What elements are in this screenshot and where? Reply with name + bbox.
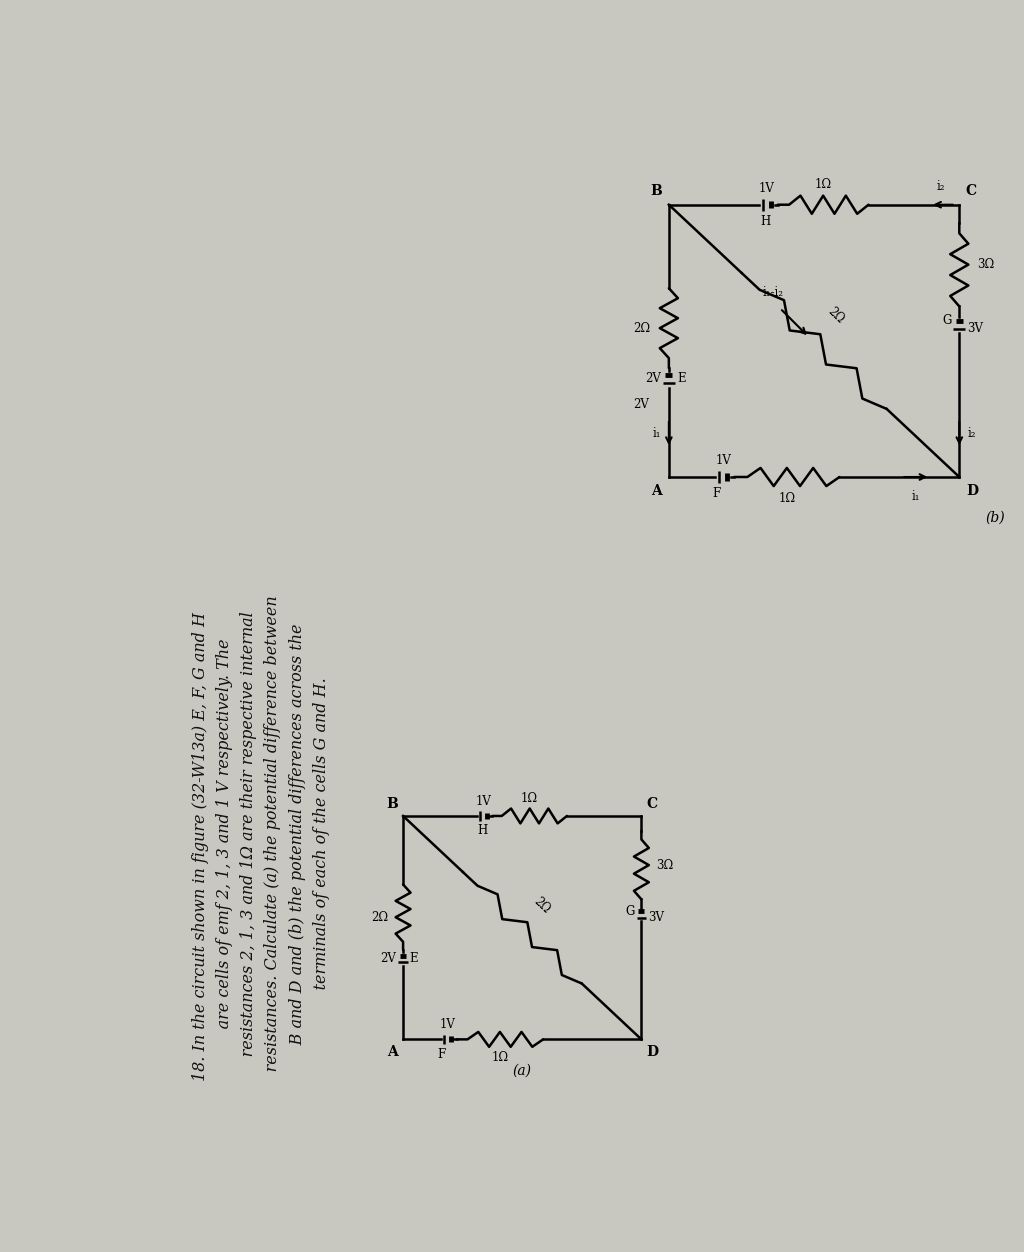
Text: H: H	[477, 824, 487, 838]
Text: 3V: 3V	[968, 322, 983, 334]
Text: 1V: 1V	[716, 453, 731, 467]
Text: 18. In the circuit shown in figure (32-W13a) E, F, G and H
     are cells of emf: 18. In the circuit shown in figure (32-W…	[193, 596, 330, 1097]
Text: B: B	[650, 184, 663, 198]
Text: 2Ω: 2Ω	[371, 910, 388, 924]
Text: 2V: 2V	[645, 373, 660, 386]
Text: 1V: 1V	[759, 182, 775, 194]
Text: E: E	[677, 373, 685, 386]
Text: A: A	[387, 1044, 397, 1059]
Text: G: G	[626, 905, 635, 918]
Text: 1V: 1V	[440, 1018, 456, 1032]
Text: E: E	[410, 953, 418, 965]
Text: i₁: i₁	[652, 427, 660, 439]
Text: (b): (b)	[986, 511, 1006, 525]
Text: 2Ω: 2Ω	[531, 894, 553, 915]
Text: G: G	[942, 314, 951, 327]
Text: i₂: i₂	[968, 427, 976, 439]
Text: C: C	[647, 796, 657, 810]
Text: 2V: 2V	[633, 398, 649, 411]
Text: D: D	[647, 1044, 658, 1059]
Text: F: F	[437, 1048, 445, 1060]
Text: 2Ω: 2Ω	[825, 305, 846, 327]
Text: 2Ω: 2Ω	[634, 322, 650, 334]
Text: 1V: 1V	[475, 795, 492, 808]
Text: 1Ω: 1Ω	[815, 178, 831, 190]
Text: i₁-i₂: i₁-i₂	[762, 287, 783, 299]
Text: C: C	[966, 184, 977, 198]
Text: (a): (a)	[513, 1064, 531, 1078]
Text: 1Ω: 1Ω	[492, 1052, 509, 1064]
Text: 3V: 3V	[648, 910, 664, 924]
Text: 1Ω: 1Ω	[521, 791, 539, 805]
Text: 3Ω: 3Ω	[978, 258, 994, 272]
Text: D: D	[966, 483, 978, 497]
Text: 2V: 2V	[381, 953, 396, 965]
Text: 1Ω: 1Ω	[778, 492, 796, 505]
Text: 3Ω: 3Ω	[656, 859, 674, 871]
Text: F: F	[712, 487, 720, 500]
Text: i₂: i₂	[937, 180, 945, 193]
Text: i₁: i₁	[911, 490, 920, 503]
Text: H: H	[760, 215, 770, 228]
Text: B: B	[386, 796, 397, 810]
Text: A: A	[651, 483, 663, 497]
